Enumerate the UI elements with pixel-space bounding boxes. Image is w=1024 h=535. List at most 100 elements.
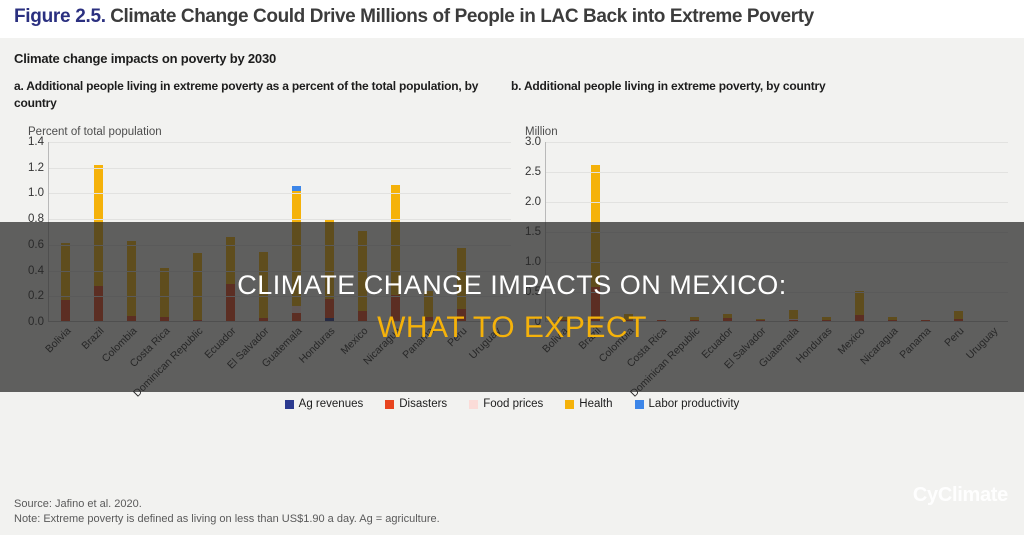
bar-segment[interactable] bbox=[822, 320, 831, 321]
bar-slot[interactable] bbox=[280, 142, 313, 321]
bar-segment[interactable] bbox=[391, 295, 400, 321]
bar-slot[interactable] bbox=[82, 142, 115, 321]
stacked-bar[interactable] bbox=[888, 317, 897, 321]
bar-segment[interactable] bbox=[325, 299, 334, 319]
y-tick-label: 3.0 bbox=[525, 136, 541, 148]
stacked-bar[interactable] bbox=[690, 317, 699, 321]
stacked-bar[interactable] bbox=[591, 165, 600, 321]
bar-segment[interactable] bbox=[292, 305, 301, 314]
stacked-bar[interactable] bbox=[855, 291, 864, 321]
bar-segment[interactable] bbox=[193, 252, 202, 320]
legend-item[interactable]: Food prices bbox=[469, 398, 543, 410]
bar-segment[interactable] bbox=[391, 184, 400, 296]
y-tick-label: 1.0 bbox=[525, 256, 541, 268]
x-tick-slot: Honduras bbox=[794, 322, 843, 394]
bar-slot[interactable] bbox=[214, 142, 247, 321]
x-tick-slot: Panama bbox=[898, 322, 942, 394]
bar-segment[interactable] bbox=[789, 310, 798, 320]
legend-item[interactable]: Labor productivity bbox=[634, 398, 740, 410]
gridline bbox=[49, 193, 511, 195]
stacked-bar[interactable] bbox=[921, 319, 930, 321]
y-tick-label: 0.2 bbox=[28, 290, 44, 303]
legend-item[interactable]: Ag revenues bbox=[284, 398, 363, 410]
bar-segment[interactable] bbox=[358, 310, 367, 321]
chart-panel-b: b. Additional people living in extreme p… bbox=[511, 78, 1008, 400]
bar-segment[interactable] bbox=[624, 319, 633, 321]
chart-panels: a. Additional people living in extreme p… bbox=[14, 78, 1010, 400]
bar-segment[interactable] bbox=[954, 310, 963, 320]
bar-slot[interactable] bbox=[49, 142, 82, 321]
gridline bbox=[546, 142, 1008, 143]
stacked-bar[interactable] bbox=[789, 309, 798, 321]
bar-segment[interactable] bbox=[193, 319, 202, 321]
stacked-bar[interactable] bbox=[292, 186, 301, 321]
bar-slot[interactable] bbox=[247, 142, 280, 321]
bar-segment[interactable] bbox=[855, 291, 864, 315]
bar-segment[interactable] bbox=[160, 317, 169, 321]
bar-slot[interactable] bbox=[379, 142, 412, 321]
bar-segment[interactable] bbox=[457, 309, 466, 321]
bar-slot[interactable] bbox=[412, 142, 445, 321]
bar-slot[interactable] bbox=[346, 142, 379, 321]
legend-label: Labor productivity bbox=[648, 398, 740, 410]
bar-segment[interactable] bbox=[292, 313, 301, 321]
bar-segment[interactable] bbox=[954, 319, 963, 321]
panel-a-x-ticks: Bolivia Brazil Colombia Costa Rica Dominican… bbox=[43, 322, 511, 400]
bar-segment[interactable] bbox=[756, 320, 765, 321]
legend-item[interactable]: Health bbox=[565, 398, 613, 410]
bar-segment[interactable] bbox=[325, 219, 334, 300]
bar-slot[interactable] bbox=[445, 142, 478, 321]
stacked-bar[interactable] bbox=[193, 252, 202, 321]
y-tick-label: 0.6 bbox=[28, 238, 44, 251]
gridline bbox=[546, 172, 1008, 173]
bar-segment[interactable] bbox=[888, 320, 897, 321]
stacked-bar[interactable] bbox=[624, 314, 633, 321]
bar-segment[interactable] bbox=[690, 320, 699, 321]
bar-segment[interactable] bbox=[657, 320, 666, 321]
bar-segment[interactable] bbox=[226, 283, 235, 321]
stacked-bar[interactable] bbox=[259, 251, 268, 321]
bar-segment[interactable] bbox=[723, 318, 732, 321]
bar-slot[interactable] bbox=[478, 142, 511, 321]
stacked-bar[interactable] bbox=[94, 165, 103, 321]
bar-segment[interactable] bbox=[94, 165, 103, 287]
bar-slot[interactable] bbox=[148, 142, 181, 321]
stacked-bar[interactable] bbox=[457, 247, 466, 321]
bar-segment[interactable] bbox=[259, 318, 268, 321]
bar-segment[interactable] bbox=[61, 300, 70, 321]
bar-segment[interactable] bbox=[94, 286, 103, 321]
bar-segment[interactable] bbox=[325, 318, 334, 321]
bar-slot[interactable] bbox=[115, 142, 148, 321]
stacked-bar[interactable] bbox=[391, 184, 400, 321]
bar-segment[interactable] bbox=[789, 319, 798, 321]
bar-segment[interactable] bbox=[292, 186, 301, 192]
bar-segment[interactable] bbox=[127, 315, 136, 321]
stacked-bar[interactable] bbox=[723, 314, 732, 321]
stacked-bar[interactable] bbox=[756, 318, 765, 321]
bar-segment[interactable] bbox=[160, 268, 169, 318]
bar-segment[interactable] bbox=[921, 320, 930, 321]
bar-segment[interactable] bbox=[591, 165, 600, 287]
figure-number: Figure 2.5. bbox=[14, 6, 106, 27]
stacked-bar[interactable] bbox=[226, 237, 235, 321]
bar-segment[interactable] bbox=[424, 317, 433, 321]
legend-swatch bbox=[469, 399, 479, 409]
bar-segment[interactable] bbox=[558, 319, 567, 321]
bar-slot[interactable] bbox=[313, 142, 346, 321]
stacked-bar[interactable] bbox=[127, 241, 136, 321]
bar-segment[interactable] bbox=[292, 191, 301, 306]
bar-segment[interactable] bbox=[259, 251, 268, 319]
stacked-bar[interactable] bbox=[954, 310, 963, 321]
stacked-bar[interactable] bbox=[61, 242, 70, 321]
y-tick-label: 0.8 bbox=[28, 213, 44, 226]
stacked-bar[interactable] bbox=[657, 319, 666, 321]
bar-slot[interactable] bbox=[181, 142, 214, 321]
stacked-bar[interactable] bbox=[558, 316, 567, 321]
bar-segment[interactable] bbox=[855, 315, 864, 321]
stacked-bar[interactable] bbox=[822, 316, 831, 321]
bar-segment[interactable] bbox=[457, 247, 466, 310]
legend-item[interactable]: Disasters bbox=[385, 398, 447, 410]
stacked-bar[interactable] bbox=[160, 268, 169, 321]
bar-segment[interactable] bbox=[127, 241, 136, 316]
x-tick-slot: Uruguay bbox=[466, 322, 511, 394]
